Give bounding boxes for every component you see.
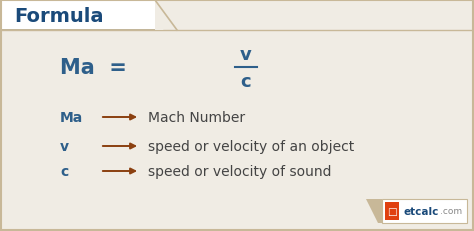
Text: v: v [60,139,69,153]
Text: v: v [240,46,252,64]
Text: Formula: Formula [14,6,103,25]
FancyBboxPatch shape [385,202,399,220]
Text: .com: .com [440,207,462,216]
Text: Mach Number: Mach Number [148,110,245,125]
Polygon shape [155,1,183,31]
Text: Ma  =: Ma = [60,58,127,78]
Text: speed or velocity of an object: speed or velocity of an object [148,139,354,153]
Text: c: c [241,73,251,91]
Text: etcalc: etcalc [404,206,439,216]
Text: □: □ [387,206,397,216]
FancyBboxPatch shape [382,199,467,223]
Text: c: c [60,164,68,178]
Polygon shape [366,199,382,223]
Text: Ma: Ma [60,110,83,125]
Text: speed or velocity of sound: speed or velocity of sound [148,164,331,178]
FancyBboxPatch shape [1,1,156,31]
